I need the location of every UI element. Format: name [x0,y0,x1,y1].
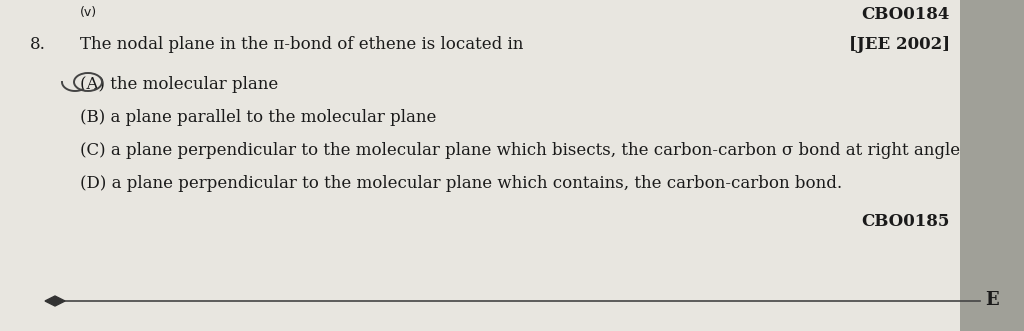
Text: (B) a plane parallel to the molecular plane: (B) a plane parallel to the molecular pl… [80,109,436,126]
Text: (D) a plane perpendicular to the molecular plane which contains, the carbon-carb: (D) a plane perpendicular to the molecul… [80,175,842,192]
Text: 8.: 8. [30,36,46,53]
Text: (v): (v) [80,6,97,19]
Text: CBO0185: CBO0185 [861,213,950,230]
Text: (C) a plane perpendicular to the molecular plane which bisects, the carbon-carbo: (C) a plane perpendicular to the molecul… [80,142,961,159]
Bar [961,0,1024,331]
Text: [JEE 2002]: [JEE 2002] [849,36,950,53]
Text: CBO0184: CBO0184 [861,6,950,23]
Text: (A) the molecular plane: (A) the molecular plane [80,76,279,93]
Polygon shape [45,296,65,306]
Text: E: E [985,291,998,309]
Text: The nodal plane in the π-bond of ethene is located in: The nodal plane in the π-bond of ethene … [80,36,523,53]
